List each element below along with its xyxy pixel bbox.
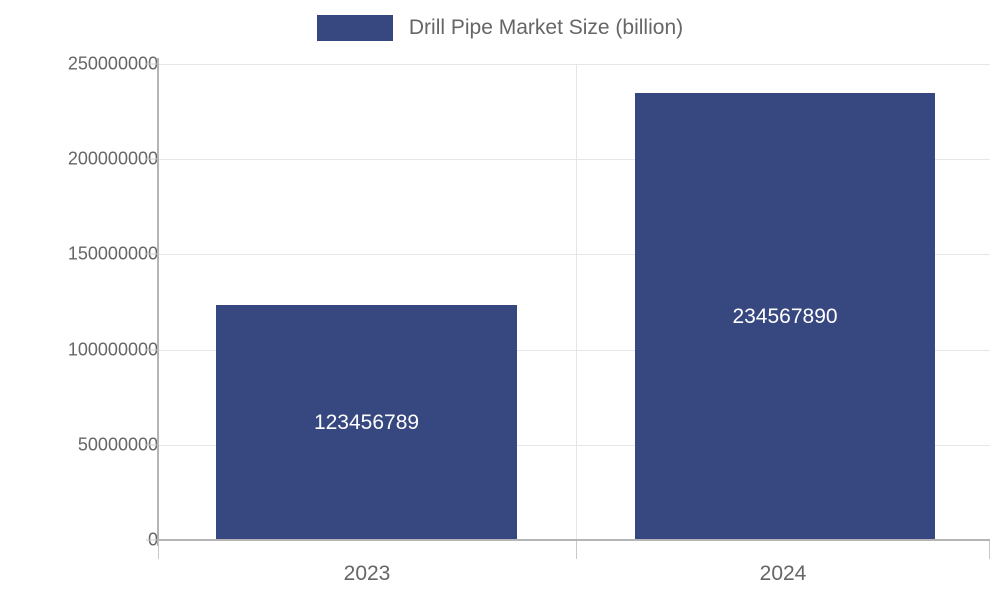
gridline-50000000 (158, 444, 990, 446)
x-axis-tick-label-2024: 2024 (759, 562, 807, 585)
plot-area: 123456789 234567890 (158, 64, 990, 540)
y-axis-tick-mark-0 (146, 539, 157, 541)
gridline-100000000 (158, 349, 990, 351)
bar-value-label-2023: 123456789 (313, 410, 420, 434)
y-axis-tick-label-5: 250000000 (67, 53, 158, 74)
category-divider-gridline (576, 64, 577, 540)
x-axis-tick-mark-mid (576, 541, 577, 559)
x-axis-tick-label-2023: 2023 (343, 562, 391, 585)
y-axis-tick-label-1: 50000000 (77, 434, 158, 455)
x-axis-tick-mark-end (989, 541, 990, 559)
bar-2023[interactable] (216, 304, 517, 540)
y-axis-tick-label-4: 200000000 (67, 148, 158, 169)
y-axis-tick-mark-4 (146, 158, 157, 160)
gridline-150000000 (158, 254, 990, 256)
chart-legend: Drill Pipe Market Size (billion) (0, 10, 1000, 46)
y-axis-tick-mark-1 (146, 444, 157, 446)
y-axis-tick-mark-3 (146, 253, 157, 255)
legend-label-drill-pipe[interactable]: Drill Pipe Market Size (billion) (408, 16, 684, 39)
bar-2024[interactable] (635, 93, 935, 540)
bar-value-label-2024: 234567890 (732, 304, 838, 328)
y-axis-tick-label-3: 150000000 (67, 243, 158, 264)
y-axis-line (157, 58, 159, 546)
y-axis-tick-mark-2 (146, 349, 157, 351)
y-axis-tick-label-0: 0 (147, 529, 158, 550)
x-axis-line (158, 539, 990, 541)
y-axis-tick-label-2: 100000000 (67, 339, 158, 360)
gridline-200000000 (158, 159, 990, 161)
y-axis-tick-mark-5 (146, 63, 157, 65)
gridline-250000000 (158, 64, 990, 65)
legend-swatch-drill-pipe[interactable] (316, 15, 393, 41)
x-axis-tick-mark-start (158, 541, 159, 559)
